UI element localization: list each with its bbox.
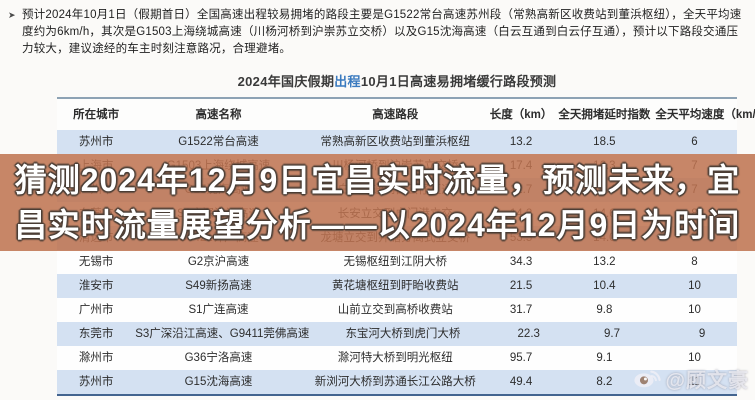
cell-delay: 10.4: [593, 280, 616, 292]
table-row: 无锡市 G2京沪高速 无锡枢纽到江阴大桥 34.3 13.2 8: [57, 250, 737, 274]
cell-speed: 9: [698, 328, 706, 340]
cell-highway: G15沈海高速: [184, 376, 253, 388]
table-title-prefix: 2024年国庆假期: [237, 74, 335, 89]
cell-city: 苏州市: [78, 376, 114, 388]
table-header-row: 所在城市 高速名称 高速路段 长度（km） 全天拥堵延时指数 全天平均速度（km…: [57, 99, 755, 130]
weibo-icon: [632, 363, 662, 394]
table-row: 滁州市 G36宁洛高速 滁河特大桥到明光枢纽 95.7 9.1 10: [57, 346, 737, 370]
cell-length: 34.3: [509, 256, 533, 268]
cell-highway: G1522常台高速: [178, 136, 259, 148]
intro-paragraph: ➤ 预计2024年10月1日（假期首日）全国高速出程较易拥堵的路段主要是G152…: [8, 7, 747, 58]
table-row: 苏州市 G15沈海高速 新浏河大桥到苏通长江公路大桥 49.4 8.2 11: [57, 370, 737, 394]
cell-highway: G2京沪高速: [187, 256, 250, 268]
table-title-suffix: 10月1日高速易拥堵缓行路段预测: [360, 74, 557, 89]
cell-length: 13.2: [509, 136, 533, 148]
cell-length: 95.7: [509, 352, 533, 364]
cell-city: 滁州市: [78, 352, 114, 364]
intro-text: 预计2024年10月1日（假期首日）全国高速出程较易拥堵的路段主要是G1522常…: [22, 9, 742, 55]
cell-speed: 11: [688, 376, 701, 388]
cell-city: 淮安市: [78, 280, 114, 292]
cell-section: 东宝河大桥到虎门大桥: [345, 328, 461, 340]
col-header-delay: 全天拥堵延时指数: [558, 108, 651, 121]
overlay-title-banner: 猜测2024年12月9日宜昌实时流量，预测未来，宜 昌实时流量展望分析——以20…: [0, 154, 755, 251]
cell-delay: 18.5: [593, 136, 616, 148]
cell-section: 无锡枢纽到江阴大桥: [343, 256, 448, 268]
cell-highway: G36宁洛高速: [184, 352, 253, 364]
cell-highway: S49新扬高速: [185, 280, 252, 292]
table-title: 2024年国庆假期出程10月1日高速易拥堵缓行路段预测: [57, 71, 737, 90]
col-header-length: 长度（km）: [489, 108, 553, 121]
table-row: 广州市 S1广连高速 山前立交到高桥收费站 31.7 9.8 10: [57, 298, 737, 322]
col-header-speed: 全天平均速度（km/h）: [655, 108, 755, 121]
table-row: 东莞市 S3广深沿江高速、G9411莞佛高速 东宝河大桥到虎门大桥 22.3 9…: [57, 322, 737, 346]
cell-length: 21.5: [509, 280, 533, 292]
col-header-section: 高速路段: [372, 108, 419, 121]
cell-section: 山前立交到高桥收费站: [337, 304, 453, 316]
cell-speed: 6: [691, 136, 698, 148]
watermark: @顾文豪: [632, 363, 749, 394]
bullet-arrow-icon: ➤: [8, 10, 16, 20]
cell-length: 22.3: [517, 328, 540, 340]
watermark-handle: @顾文豪: [665, 370, 749, 392]
table-row: 淮安市 S49新扬高速 黄花塘枢纽到盱眙收费站 21.5 10.4 10: [57, 274, 737, 298]
table-title-highlight-link[interactable]: 出程: [334, 74, 361, 89]
table-row: 苏州市 G1522常台高速 常熟高新区收费站到董浜枢纽 13.2 18.5 6: [57, 130, 737, 154]
banner-line-1: 猜测2024年12月9日宜昌实时流量，预测未来，宜: [14, 161, 741, 198]
cell-delay: 9.7: [604, 328, 621, 340]
cell-speed: 10: [688, 352, 701, 364]
cell-length: 49.4: [509, 376, 533, 388]
cell-city: 东莞市: [78, 328, 114, 340]
cell-section: 黄花塘枢纽到盱眙收费站: [332, 280, 459, 292]
cell-highway: S1广连高速: [188, 304, 249, 316]
col-header-city: 所在城市: [73, 108, 120, 121]
cell-city: 苏州市: [78, 136, 114, 148]
col-header-highway: 高速名称: [195, 108, 242, 121]
cell-speed: 10: [688, 280, 701, 292]
cell-delay: 13.2: [593, 256, 616, 268]
cell-highway: S3广深沿江高速、G9411莞佛高速: [135, 328, 310, 340]
cell-section: 新浏河大桥到苏通长江公路大桥: [314, 376, 476, 388]
cell-length: 31.7: [509, 304, 533, 316]
cell-section: 常熟高新区收费站到董浜枢纽: [320, 136, 471, 148]
cell-delay: 9.1: [596, 352, 613, 364]
cell-city: 广州市: [78, 304, 114, 316]
cell-speed: 8: [691, 256, 698, 268]
cell-speed: 10: [688, 304, 701, 316]
cell-delay: 8.2: [596, 376, 613, 388]
cell-city: 无锡市: [78, 256, 114, 268]
cell-delay: 9.8: [596, 304, 613, 316]
banner-line-2: 昌实时流量展望分析——以2024年12月9日为时间: [14, 206, 741, 243]
cell-section: 滁河特大桥到明光枢纽: [337, 352, 453, 364]
